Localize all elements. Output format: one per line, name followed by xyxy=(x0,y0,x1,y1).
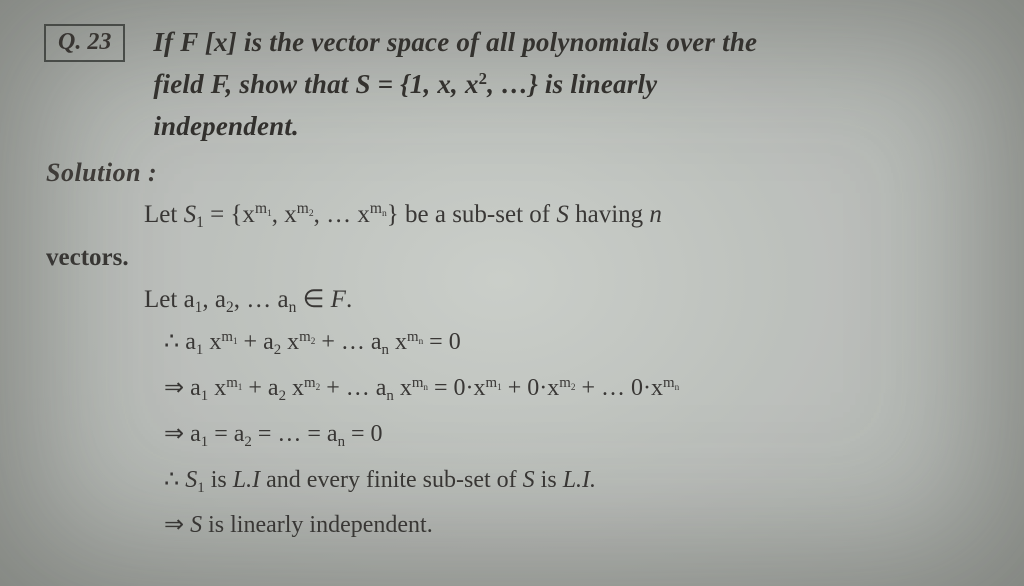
question-line-2-exp: 2 xyxy=(479,69,488,88)
text: Let xyxy=(144,201,184,228)
question-line-1: If F [x] is the vector space of all poly… xyxy=(153,27,757,57)
sup: m xyxy=(663,375,675,391)
text: = 0·x xyxy=(428,375,486,401)
text: = 0 xyxy=(345,421,383,447)
var-S: S xyxy=(523,467,535,493)
question-number-box: Q. 23 xyxy=(44,24,125,62)
sup: m xyxy=(304,375,316,391)
solution-line-4: ⇒ a1 xm1 + a2 xm2 + … an xmn = 0·xm1 + 0… xyxy=(164,370,984,408)
var-S: S xyxy=(556,201,569,228)
text: is linearly independent. xyxy=(202,512,433,538)
sub: 2 xyxy=(279,388,286,404)
sub: n xyxy=(382,342,389,358)
text: x xyxy=(208,375,226,401)
solution-line-6: ∴ S1 is L.I and every finite sub-set of … xyxy=(164,462,984,500)
var-S: S xyxy=(184,201,197,228)
solution-line-5: ⇒ a1 = a2 = … = an = 0 xyxy=(164,416,984,454)
question-text: If F [x] is the vector space of all poly… xyxy=(153,22,984,148)
text: ∈ xyxy=(296,286,330,313)
solution-heading: Solution : xyxy=(46,158,984,188)
sup: m xyxy=(226,375,238,391)
text: } be a sub-set of xyxy=(387,201,557,228)
text: and every finite sub-set of xyxy=(260,467,523,493)
sup: m xyxy=(297,200,309,217)
text: , x xyxy=(272,201,297,228)
text-li: L.I. xyxy=(563,467,596,493)
text: is xyxy=(535,467,563,493)
sup: m xyxy=(370,200,382,217)
text: . xyxy=(346,286,352,313)
sub: 2 xyxy=(244,434,251,450)
sup: m xyxy=(559,375,571,391)
text: + a xyxy=(242,375,278,401)
text: , a xyxy=(202,286,226,313)
text: ∴ a xyxy=(164,329,196,355)
question-line-2b: , …} is linearly xyxy=(487,69,657,99)
question-line-3: independent. xyxy=(153,111,299,141)
sup: m xyxy=(255,200,267,217)
text: x xyxy=(203,329,221,355)
sup: m xyxy=(407,329,419,345)
var-n: n xyxy=(649,201,662,228)
text: ⇒ a xyxy=(164,375,201,401)
text: = 0 xyxy=(423,329,461,355)
sup-sub: n xyxy=(675,382,680,392)
text: x xyxy=(394,375,412,401)
var-S: S xyxy=(190,512,202,538)
text: ⇒ xyxy=(164,512,190,538)
text-li: L.I xyxy=(233,467,260,493)
sub: 1 xyxy=(197,479,204,495)
sup: m xyxy=(221,329,233,345)
text: + … a xyxy=(320,375,386,401)
sub: 2 xyxy=(226,299,234,316)
text: = {x xyxy=(204,201,255,228)
text: = … = a xyxy=(252,421,338,447)
text: having xyxy=(569,201,650,228)
var-S: S xyxy=(185,467,197,493)
sub: n xyxy=(386,388,393,404)
sub: n xyxy=(338,434,345,450)
text: ⇒ a xyxy=(164,421,201,447)
sup: m xyxy=(486,375,498,391)
text: Let a xyxy=(144,286,195,313)
question-row: Q. 23 If F [x] is the vector space of al… xyxy=(44,22,984,148)
text: vectors. xyxy=(46,244,129,271)
solution-line-7: ⇒ S is linearly independent. xyxy=(164,507,984,544)
solution-line-2: Let a1, a2, … an ∈ F. xyxy=(144,281,984,320)
text: , … a xyxy=(234,286,289,313)
question-number: Q. 23 xyxy=(58,29,111,55)
text: + … 0·x xyxy=(575,375,663,401)
text: = a xyxy=(208,421,244,447)
question-line-2a: field F, show that S = {1, x, x xyxy=(153,69,478,99)
sup: m xyxy=(412,375,424,391)
text: x xyxy=(286,375,304,401)
text: x xyxy=(389,329,407,355)
solution-line-1: Let S1 = {xm1, xm2, … xmn} be a sub-set … xyxy=(144,196,984,235)
text: is xyxy=(205,467,233,493)
text: x xyxy=(281,329,299,355)
text: + a xyxy=(238,329,274,355)
text: ∴ xyxy=(164,467,185,493)
var-F: F xyxy=(331,286,346,313)
text: + 0·x xyxy=(502,375,560,401)
sup: m xyxy=(299,329,311,345)
solution-line-3: ∴ a1 xm1 + a2 xm2 + … an xmn = 0 xyxy=(164,324,984,362)
solution-line-vectors: vectors. xyxy=(46,239,984,278)
sub: 1 xyxy=(196,213,204,230)
page: Q. 23 If F [x] is the vector space of al… xyxy=(0,0,1024,586)
text: + … a xyxy=(315,329,381,355)
text: , … x xyxy=(314,201,370,228)
